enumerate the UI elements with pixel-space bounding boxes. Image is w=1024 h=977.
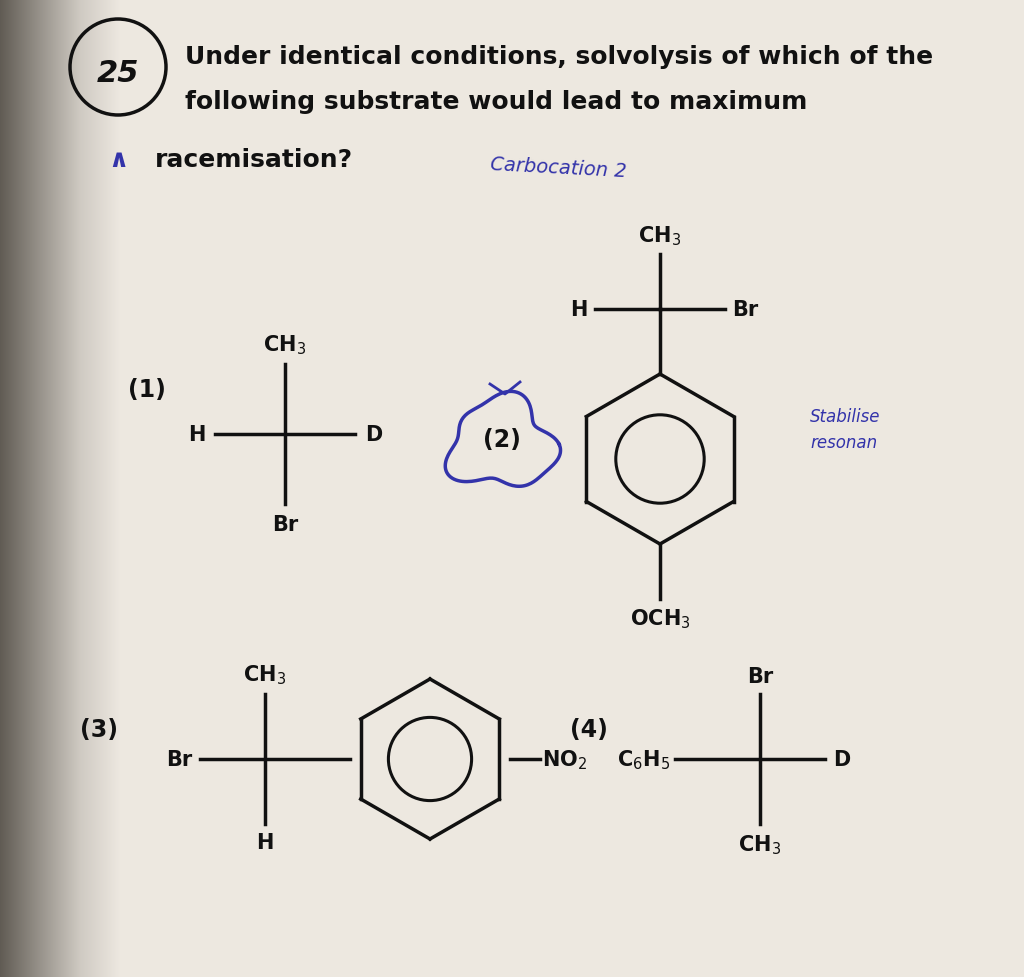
Text: CH$_3$: CH$_3$ bbox=[738, 832, 781, 856]
Text: C$_6$H$_5$: C$_6$H$_5$ bbox=[616, 747, 670, 771]
Text: (2): (2) bbox=[483, 428, 521, 451]
Text: (4): (4) bbox=[570, 717, 608, 742]
Text: ∧: ∧ bbox=[108, 148, 128, 172]
Text: H: H bbox=[570, 300, 588, 319]
Text: D: D bbox=[365, 425, 382, 445]
Text: Stabilise
resonan: Stabilise resonan bbox=[810, 407, 881, 451]
Text: H: H bbox=[256, 832, 273, 852]
Text: Br: Br bbox=[272, 515, 298, 534]
Text: Carbocation 2: Carbocation 2 bbox=[490, 154, 628, 181]
Text: (1): (1) bbox=[128, 378, 166, 402]
Text: CH$_3$: CH$_3$ bbox=[639, 224, 682, 248]
Text: (3): (3) bbox=[80, 717, 118, 742]
Text: D: D bbox=[833, 749, 850, 769]
Text: Br: Br bbox=[732, 300, 758, 319]
Text: OCH$_3$: OCH$_3$ bbox=[630, 607, 690, 630]
Text: CH$_3$: CH$_3$ bbox=[263, 333, 306, 357]
Text: H: H bbox=[187, 425, 205, 445]
Text: Br: Br bbox=[746, 666, 773, 686]
Text: 25: 25 bbox=[96, 59, 139, 87]
Text: NO$_2$: NO$_2$ bbox=[542, 747, 588, 771]
Text: Br: Br bbox=[166, 749, 193, 769]
Text: following substrate would lead to maximum: following substrate would lead to maximu… bbox=[185, 90, 807, 114]
Text: CH$_3$: CH$_3$ bbox=[244, 662, 287, 686]
Text: racemisation?: racemisation? bbox=[155, 148, 353, 172]
Text: Under identical conditions, solvolysis of which of the: Under identical conditions, solvolysis o… bbox=[185, 45, 933, 69]
